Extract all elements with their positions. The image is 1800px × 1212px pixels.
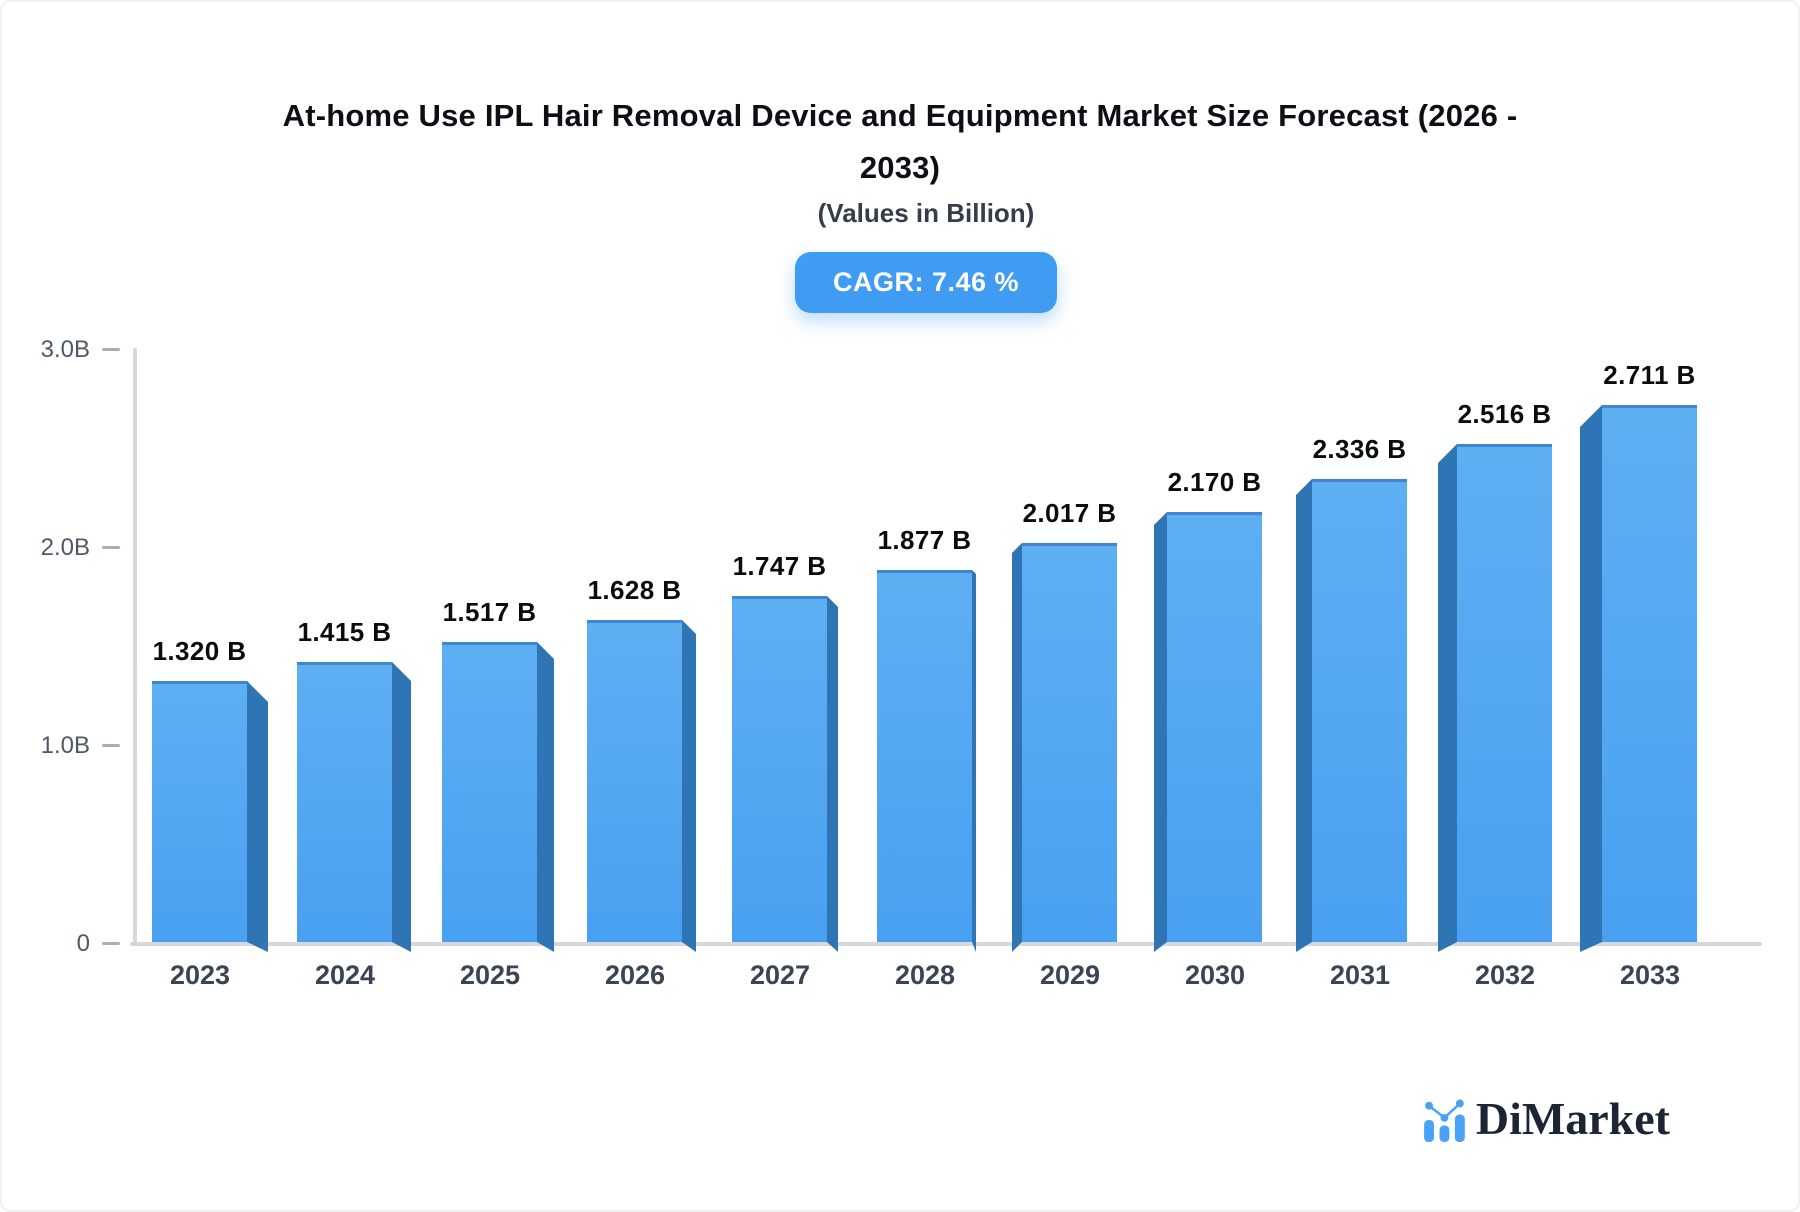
bar-value-2026: 1.628 B xyxy=(587,575,682,605)
y-axis-line xyxy=(133,348,137,946)
bar-2031 xyxy=(1312,479,1407,942)
bar-value-2033: 2.711 B xyxy=(1603,360,1696,390)
bar-value-2027: 1.747 B xyxy=(732,551,827,581)
bar-2030 xyxy=(1167,512,1262,942)
bar-2025 xyxy=(442,642,537,942)
bar-2027 xyxy=(732,596,827,942)
bar-2029 xyxy=(1022,543,1117,942)
chart-subtitle: (Values in Billion) xyxy=(817,198,1035,228)
cagr-badge: CAGR: 7.46 % xyxy=(794,252,1058,313)
y-tick-1.0B xyxy=(102,744,120,747)
title-line-1: At-home Use IPL Hair Removal Device and … xyxy=(282,98,1518,133)
bar-side-2033 xyxy=(1580,405,1602,952)
bar-side-2029 xyxy=(1012,543,1022,952)
bar-2024 xyxy=(297,662,392,942)
bar-2033 xyxy=(1602,405,1697,942)
brand-name: DiMarket xyxy=(1475,1093,1670,1144)
x-axis-baseline xyxy=(130,942,1762,946)
page-title: At-home Use IPL Hair Removal Device and … xyxy=(80,90,1720,194)
x-axis-label-2023: 2023 xyxy=(169,960,231,990)
y-tick-2.0B xyxy=(102,546,120,549)
bar-2026 xyxy=(587,620,682,942)
bar-2023 xyxy=(152,681,247,942)
x-axis-label-2025: 2025 xyxy=(459,960,521,990)
dimarket-chart-icon xyxy=(1423,1099,1465,1142)
bar-value-2023: 1.320 B xyxy=(152,636,247,666)
bar-value-2024: 1.415 B xyxy=(297,617,392,647)
x-axis-label-2030: 2030 xyxy=(1184,960,1246,990)
y-axis-label-0: 0 xyxy=(76,930,90,957)
bar-2028 xyxy=(877,570,972,942)
bar-side-2031 xyxy=(1296,479,1312,952)
bar-side-2024 xyxy=(392,662,411,952)
x-axis-label-2033: 2033 xyxy=(1619,960,1681,990)
x-axis-label-2024: 2024 xyxy=(314,960,376,990)
y-axis-label-3.0B: 3.0B xyxy=(40,336,90,363)
bar-value-2028: 1.877 B xyxy=(877,525,972,555)
y-axis-label-2.0B: 2.0B xyxy=(40,534,90,561)
y-tick-3.0B xyxy=(102,348,120,351)
bar-side-2023 xyxy=(247,681,268,952)
bar-side-2025 xyxy=(537,642,554,952)
x-axis-label-2026: 2026 xyxy=(604,960,666,990)
x-axis-label-2027: 2027 xyxy=(749,960,811,990)
brand-logo: DiMarket xyxy=(1423,1093,1670,1144)
bar-value-2029: 2.017 B xyxy=(1022,498,1117,528)
bar-value-2030: 2.170 B xyxy=(1167,467,1262,497)
bar-2032 xyxy=(1457,444,1552,942)
bar-side-2027 xyxy=(827,596,838,952)
x-axis-label-2029: 2029 xyxy=(1039,960,1101,990)
cagr-badge-wrap: CAGR: 7.46 % xyxy=(476,252,1376,313)
bar-value-2031: 2.336 B xyxy=(1312,434,1407,464)
bar-side-2028 xyxy=(972,570,976,952)
y-axis-label-1.0B: 1.0B xyxy=(40,732,90,759)
bar-side-2032 xyxy=(1438,444,1457,952)
bar-value-2032: 2.516 B xyxy=(1457,399,1552,429)
x-axis-label-2031: 2031 xyxy=(1329,960,1391,990)
y-tick-0 xyxy=(102,942,120,945)
x-axis-label-2032: 2032 xyxy=(1474,960,1536,990)
bar-side-2030 xyxy=(1154,512,1167,952)
x-axis-label-2028: 2028 xyxy=(894,960,956,990)
bar-side-2026 xyxy=(682,620,696,952)
bar-value-2025: 1.517 B xyxy=(442,597,537,627)
title-line-2: 2033) xyxy=(859,150,941,185)
